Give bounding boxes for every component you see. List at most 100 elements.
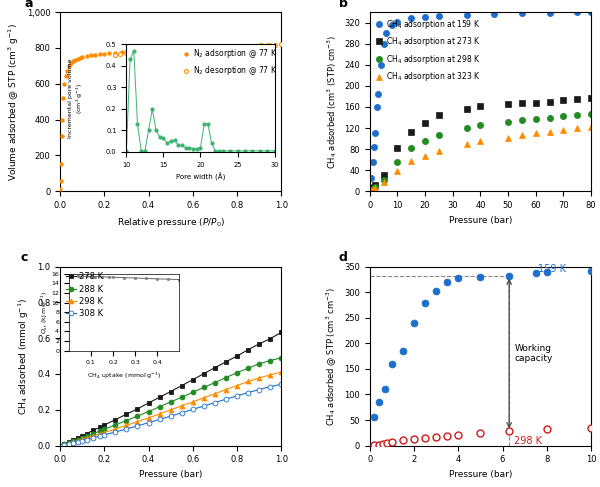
N$_2$ adsorption @ 77 K: [76, 56, 83, 61]
278 K: [101, 422, 108, 428]
N$_2$ adsorption @ 77 K: [223, 45, 230, 51]
Y-axis label: Volume adsorbed @ STP (cm$^3$ g$^{-1}$): Volume adsorbed @ STP (cm$^3$ g$^{-1}$): [7, 23, 21, 181]
298 K: [256, 375, 263, 381]
Y-axis label: CH$_4$ adsorbed (cm$^3$ (STP) cm$^{-3}$): CH$_4$ adsorbed (cm$^3$ (STP) cm$^{-3}$): [325, 35, 338, 169]
278 K: [65, 439, 73, 445]
298 K: [244, 378, 251, 384]
CH$_4$ adsorption at 273 K: [518, 100, 526, 106]
Line: CH$_4$ adsorption at 273 K: CH$_4$ adsorption at 273 K: [368, 94, 594, 193]
CH$_4$ adsorption at 159 K: [373, 104, 380, 110]
298 K: [89, 433, 97, 439]
CH$_4$ adsorption at 298 K: [477, 122, 484, 128]
308 K: [56, 443, 64, 449]
N$_2$ adsorption @ 77 K: [278, 41, 285, 47]
N$_2$ adsorption @ 77 K: [118, 50, 125, 56]
288 K: [200, 384, 208, 390]
288 K: [189, 389, 196, 395]
CH$_4$ adsorption at 159 K: [421, 15, 428, 20]
Y-axis label: CH$_4$ adsorbed @ STP (cm$^3$ cm$^{-3}$): CH$_4$ adsorbed @ STP (cm$^3$ cm$^{-3}$): [325, 286, 338, 426]
CH$_4$ adsorption at 273 K: [421, 120, 428, 126]
X-axis label: Pressure (bar): Pressure (bar): [449, 470, 512, 479]
CH$_4$ adsorption at 273 K: [435, 112, 442, 118]
N$_2$ adsorption @ 77 K: [57, 178, 64, 184]
N$_2$ desorption @ 77 K: [140, 49, 148, 55]
278 K: [123, 412, 130, 417]
278 K: [211, 365, 218, 371]
CH$_4$ adsorption at 273 K: [574, 96, 581, 102]
278 K: [89, 428, 97, 433]
298 K: [266, 372, 274, 378]
278 K: [74, 435, 82, 441]
308 K: [65, 441, 73, 447]
CH$_4$ adsorption at 323 K: [394, 169, 401, 174]
278 K: [112, 417, 119, 423]
298 K: [112, 426, 119, 432]
308 K: [178, 410, 185, 416]
288 K: [56, 443, 64, 449]
CH$_4$ adsorption at 159 K: [367, 187, 374, 193]
308 K: [70, 440, 77, 446]
Text: a: a: [25, 0, 33, 10]
N$_2$ adsorption @ 77 K: [105, 51, 112, 56]
CH$_4$ adsorption at 323 K: [587, 124, 595, 130]
N$_2$ desorption @ 77 K: [182, 47, 190, 53]
Line: 278 K: 278 K: [58, 330, 284, 448]
288 K: [96, 428, 103, 434]
308 K: [189, 407, 196, 412]
Text: c: c: [20, 251, 28, 264]
N$_2$ adsorption @ 77 K: [60, 95, 67, 101]
298 K: [134, 419, 141, 425]
N$_2$ desorption @ 77 K: [200, 46, 208, 52]
308 K: [101, 432, 108, 438]
278 K: [145, 400, 152, 406]
278 K: [233, 353, 241, 359]
298 K: [70, 439, 77, 445]
288 K: [256, 361, 263, 367]
Text: Working
capacity: Working capacity: [515, 344, 553, 363]
298 K: [61, 442, 68, 448]
288 K: [101, 427, 108, 432]
288 K: [65, 440, 73, 446]
288 K: [79, 435, 86, 441]
298 K: [200, 395, 208, 401]
298 K: [65, 440, 73, 446]
CH$_4$ adsorption at 159 K: [518, 10, 526, 16]
N$_2$ adsorption @ 77 K: [167, 47, 174, 53]
288 K: [74, 436, 82, 442]
CH$_4$ adsorption at 159 K: [587, 9, 595, 15]
N$_2$ desorption @ 77 K: [233, 44, 241, 50]
N$_2$ adsorption @ 77 K: [134, 48, 141, 54]
278 K: [156, 394, 163, 400]
308 K: [156, 416, 163, 422]
N$_2$ desorption @ 77 K: [227, 44, 234, 50]
N$_2$ desorption @ 77 K: [176, 47, 183, 53]
CH$_4$ adsorption at 298 K: [369, 186, 376, 191]
278 K: [96, 424, 103, 430]
308 K: [145, 420, 152, 426]
N$_2$ adsorption @ 77 K: [61, 81, 68, 87]
298 K: [278, 369, 285, 375]
308 K: [89, 435, 97, 441]
278 K: [70, 437, 77, 443]
CH$_4$ adsorption at 323 K: [371, 185, 379, 190]
288 K: [156, 404, 163, 410]
298 K: [167, 407, 174, 412]
298 K: [83, 435, 90, 441]
CH$_4$ adsorption at 159 K: [374, 91, 382, 97]
Line: N$_2$ adsorption @ 77 K: N$_2$ adsorption @ 77 K: [58, 42, 283, 190]
N$_2$ adsorption @ 77 K: [58, 162, 65, 168]
CH$_4$ adsorption at 323 K: [369, 186, 376, 192]
N$_2$ desorption @ 77 K: [163, 48, 170, 54]
CH$_4$ adsorption at 159 K: [377, 62, 385, 68]
N$_2$ adsorption @ 77 K: [79, 55, 86, 60]
N$_2$ desorption @ 77 K: [189, 46, 196, 52]
CH$_4$ adsorption at 298 K: [368, 187, 375, 193]
N$_2$ desorption @ 77 K: [220, 45, 227, 51]
308 K: [167, 413, 174, 419]
CH$_4$ adsorption at 273 K: [394, 145, 401, 151]
Line: 308 K: 308 K: [58, 382, 284, 448]
N$_2$ adsorption @ 77 K: [112, 50, 119, 56]
N$_2$ desorption @ 77 K: [244, 43, 251, 49]
CH$_4$ adsorption at 159 K: [394, 19, 401, 24]
N$_2$ desorption @ 77 K: [251, 43, 258, 49]
